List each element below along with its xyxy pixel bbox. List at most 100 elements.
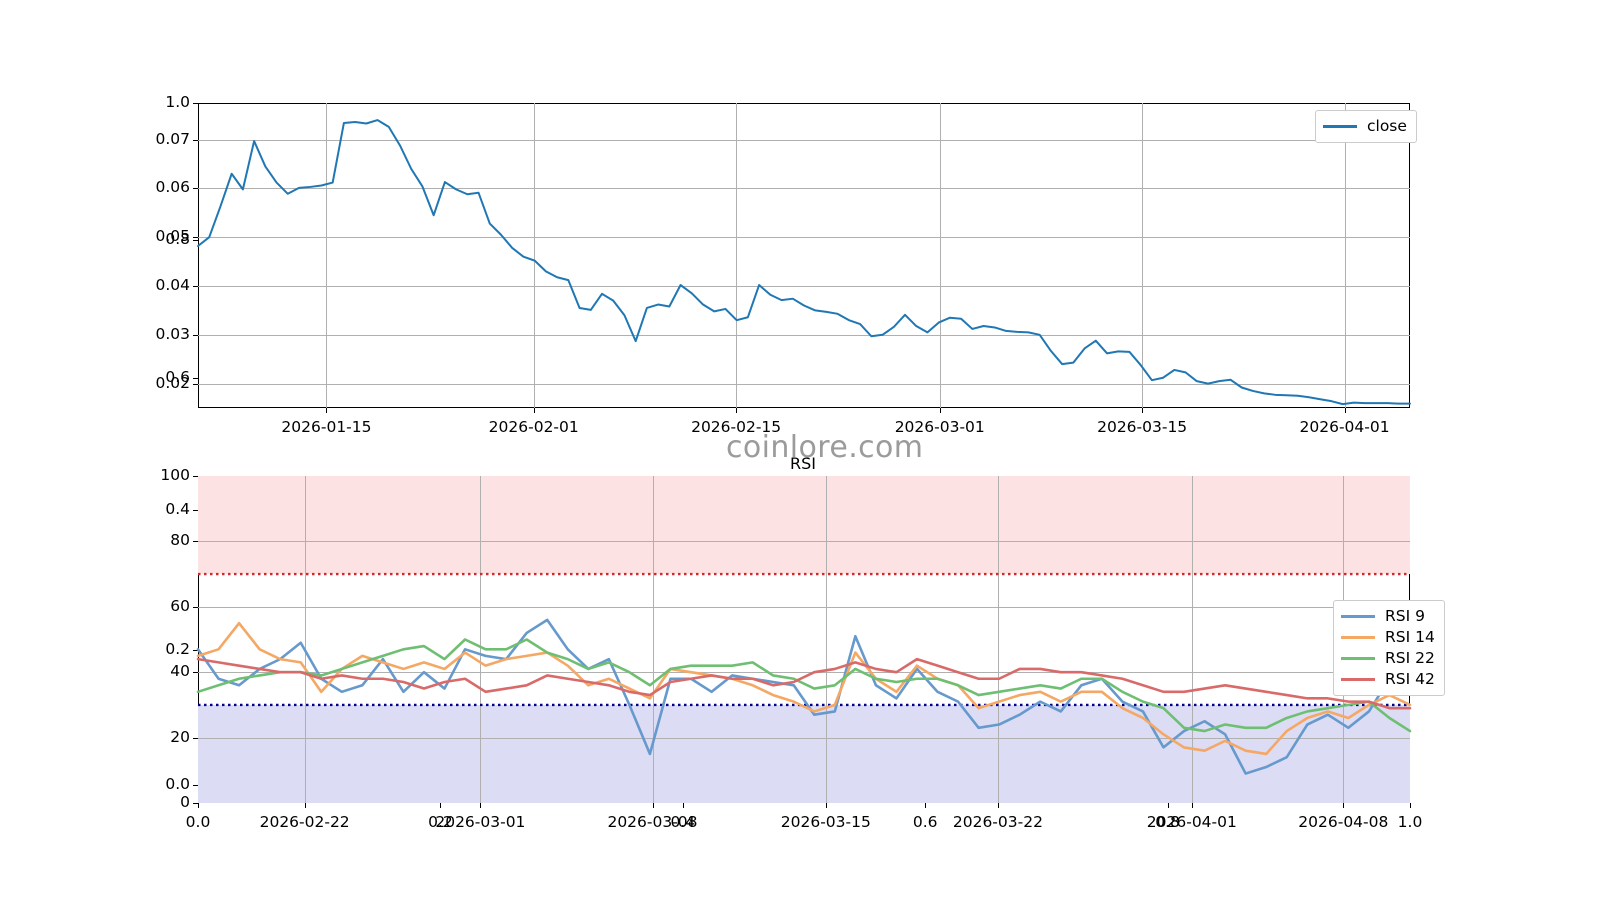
rsi-line-rsi-42	[196, 657, 1412, 710]
price-gridline-v	[534, 103, 535, 408]
price-ytick-mark	[193, 140, 198, 142]
rsi-chart-panel: 100 80 60 40 20 0 0.4 0.2 0.0 2026-02-22 2026-03-0…	[0, 460, 1600, 900]
price-xtick-label: 2026-02-15	[691, 418, 782, 436]
rsi-series-lines	[196, 618, 1412, 775]
price-overlay-ytick-mark	[193, 103, 198, 105]
price-gridline-h	[198, 384, 1410, 385]
rsi-gridline-h	[198, 541, 1410, 542]
close-legend-row: close	[1323, 116, 1407, 137]
rsi-overlay-xtick-mark	[1168, 803, 1170, 808]
rsi-line-rsi-9	[196, 618, 1412, 775]
price-ytick-label: 0.03	[155, 324, 190, 343]
rsi-xtick-label: 2026-03-15	[780, 813, 871, 831]
price-xtick-label: 2026-01-15	[281, 418, 372, 436]
price-overlay-ytick-label: 1.0	[165, 93, 190, 111]
price-overlay-ytick-mark	[193, 240, 198, 242]
rsi-overlay-ytick-label: 0.0	[165, 775, 190, 793]
price-gridline-v	[736, 103, 737, 408]
rsi-xtick-label: 2026-04-01	[1146, 813, 1237, 831]
price-xtick-label: 2026-04-01	[1299, 418, 1390, 436]
price-xtick-label: 2026-03-01	[894, 418, 985, 436]
price-xtick-mark	[940, 408, 942, 413]
price-gridline-v	[1142, 103, 1143, 408]
rsi-xtick-mark	[998, 803, 1000, 808]
rsi-overlay-xtick-label: 0.6	[912, 813, 938, 831]
rsi-overlay-xtick-mark	[1410, 803, 1412, 808]
rsi-overlay-ytick-mark	[193, 785, 198, 787]
rsi-ytick-mark	[193, 672, 198, 674]
rsi-overlay-ytick-mark	[193, 650, 198, 652]
price-xtick-mark	[534, 408, 536, 413]
rsi-ytick-mark	[193, 541, 198, 543]
rsi-legend-label-1: RSI 14	[1385, 627, 1435, 646]
price-plot-area	[198, 103, 1410, 408]
price-gridline-h	[198, 335, 1410, 336]
price-xtick-mark	[326, 408, 328, 413]
rsi-xtick-mark	[653, 803, 655, 808]
rsi-ytick-label: 40	[170, 662, 190, 681]
rsi-ytick-label: 20	[170, 727, 190, 746]
rsi-legend-swatch-0	[1341, 615, 1375, 618]
rsi-xtick-mark	[1343, 803, 1345, 808]
rsi-overlay-xtick-label: 0.0	[185, 813, 211, 831]
rsi-overlay-xtick-mark	[683, 803, 685, 808]
rsi-xtick-label: 2026-03-22	[952, 813, 1043, 831]
rsi-xtick-label: 2026-03-08	[607, 813, 698, 831]
rsi-xtick-label: 2026-03-01	[435, 813, 526, 831]
rsi-ytick-label: 80	[170, 531, 190, 550]
rsi-legend-swatch-1	[1341, 636, 1375, 639]
rsi-gridline-v	[1192, 476, 1193, 803]
price-gridline-h	[198, 188, 1410, 189]
rsi-overlay-xtick-mark	[440, 803, 442, 808]
rsi-legend-swatch-3	[1341, 678, 1375, 681]
price-ytick-label: 0.06	[155, 178, 190, 197]
rsi-legend[interactable]: RSI 9 RSI 14 RSI 22 RSI 42	[1333, 600, 1445, 696]
rsi-ytick-mark	[193, 607, 198, 609]
oversold-zone	[198, 704, 1410, 803]
close-legend-label-0: close	[1367, 116, 1407, 135]
rsi-xtick-mark	[1192, 803, 1194, 808]
price-xtick-mark	[1142, 408, 1144, 413]
price-xtick-mark	[736, 408, 738, 413]
rsi-ytick-mark	[193, 476, 198, 478]
price-gridline-h	[198, 286, 1410, 287]
rsi-legend-row: RSI 22	[1341, 648, 1435, 669]
price-gridline-v	[940, 103, 941, 408]
price-overlay-ytick-label: 0.6	[165, 368, 190, 386]
rsi-line-rsi-14	[196, 621, 1412, 756]
rsi-ytick-mark	[193, 803, 198, 805]
rsi-xtick-mark	[480, 803, 482, 808]
price-gridline-h	[198, 237, 1410, 238]
price-gridline-v	[1345, 103, 1346, 408]
rsi-gridline-v	[480, 476, 481, 803]
rsi-overlay-xtick-label: 0.8	[1155, 813, 1180, 831]
rsi-overlay-ytick-label: 0.2	[165, 640, 190, 658]
close-price-line	[197, 119, 1411, 406]
rsi-gridline-v	[998, 476, 999, 803]
rsi-gridline-v	[826, 476, 827, 803]
price-ytick-label: 0.07	[155, 129, 190, 148]
rsi-overlay-xtick-mark	[198, 803, 200, 808]
rsi-xtick-label: 2026-04-08	[1298, 813, 1389, 831]
rsi-threshold-lines	[198, 572, 1410, 707]
price-xtick-label: 2026-03-15	[1097, 418, 1188, 436]
rsi-ytick-label: 0	[180, 793, 190, 811]
price-chart-panel: 0.07 0.06 0.05 0.04 0.03 0.02 1.0 0.8 0.6 2026-01…	[155, 93, 1411, 436]
rsi-title: RSI	[790, 454, 816, 473]
price-ytick-mark	[193, 286, 198, 288]
rsi-ytick-mark	[193, 738, 198, 740]
price-ytick-label: 0.02	[155, 373, 190, 392]
price-legend[interactable]: close	[1315, 110, 1417, 143]
rsi-xtick-label: 2026-02-22	[259, 813, 350, 831]
rsi-legend-label-2: RSI 22	[1385, 648, 1435, 667]
overbought-zone	[198, 476, 1410, 575]
rsi-ytick-label: 60	[170, 596, 190, 615]
rsi-overlay-xtick-label: 0.4	[670, 813, 696, 831]
rsi-overlay-xtick-label: 1.0	[1397, 813, 1423, 831]
rsi-gridline-h	[198, 672, 1410, 673]
rsi-ytick-label: 100	[160, 466, 190, 484]
rsi-overlay-ytick-label: 0.4	[165, 500, 190, 518]
rsi-legend-label-0: RSI 9	[1385, 606, 1425, 625]
rsi-xtick-mark	[305, 803, 307, 808]
